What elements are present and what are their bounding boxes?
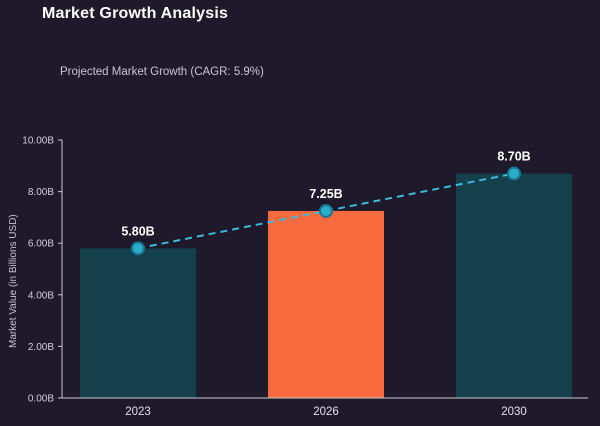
y-tick-label: 6.00B	[28, 239, 54, 250]
y-tick-label: 4.00B	[28, 290, 54, 301]
value-label-2023: 5.80B	[121, 224, 154, 238]
chart-subtitle: Projected Market Growth (CAGR: 5.9%)	[60, 66, 264, 78]
bar-2026	[268, 210, 384, 398]
value-label-2026: 7.25B	[309, 187, 342, 201]
y-tick-label: 10.00B	[22, 136, 54, 147]
x-tick-label: 2030	[501, 406, 527, 418]
y-tick-label: 0.00B	[28, 394, 54, 405]
trend-marker-2030	[507, 166, 521, 181]
x-tick-label: 2026	[313, 406, 339, 418]
value-label-2030: 8.70B	[497, 150, 530, 164]
x-tick-label: 2023	[125, 406, 151, 418]
bar-2030	[456, 173, 572, 398]
trend-marker-2023	[131, 241, 145, 256]
bar-2023	[80, 248, 196, 398]
trend-marker-2026	[319, 203, 333, 218]
chart-title: Market Growth Analysis	[42, 5, 229, 22]
y-tick-label: 8.00B	[28, 187, 54, 198]
trend-line	[137, 172, 515, 250]
y-tick-label: 2.00B	[28, 342, 54, 353]
